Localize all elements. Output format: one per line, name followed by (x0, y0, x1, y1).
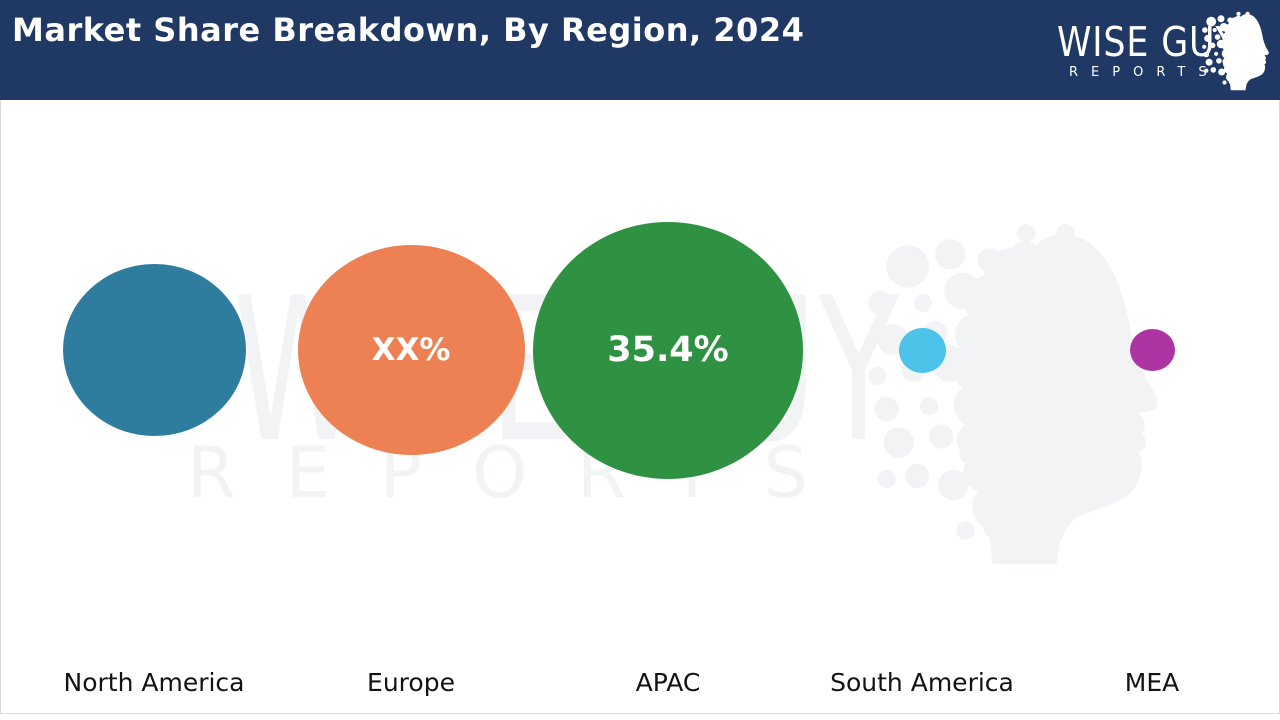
bubble-value-label: XX% (371, 332, 451, 368)
watermark-head-icon (868, 224, 1158, 564)
brand-logo: WISE GUY REPORTS (1032, 6, 1272, 94)
category-label-north-america: North America (63, 668, 245, 697)
page-title: Market Share Breakdown, By Region, 2024 (12, 11, 805, 49)
watermark-brand-subtitle: REPORTS (187, 432, 858, 514)
brand-subtitle: REPORTS (1069, 65, 1220, 80)
category-label-europe: Europe (367, 668, 455, 697)
category-label-apac: APAC (635, 668, 701, 697)
category-label-mea: MEA (1124, 668, 1180, 697)
chart-area: WISE GUY REPORTS XX%35.4% North AmericaE… (0, 100, 1280, 714)
header-bar: Market Share Breakdown, By Region, 2024 … (0, 0, 1280, 100)
category-label-south-america: South America (830, 668, 1014, 697)
brand-head-icon (1202, 11, 1269, 91)
bubble-north-america (62, 264, 246, 436)
bubble-value-label: 35.4% (607, 330, 729, 370)
bubble-south-america (898, 327, 946, 373)
bubble-europe: XX% (297, 245, 525, 455)
bubble-mea (1129, 329, 1175, 371)
bubble-apac: 35.4% (533, 221, 803, 479)
